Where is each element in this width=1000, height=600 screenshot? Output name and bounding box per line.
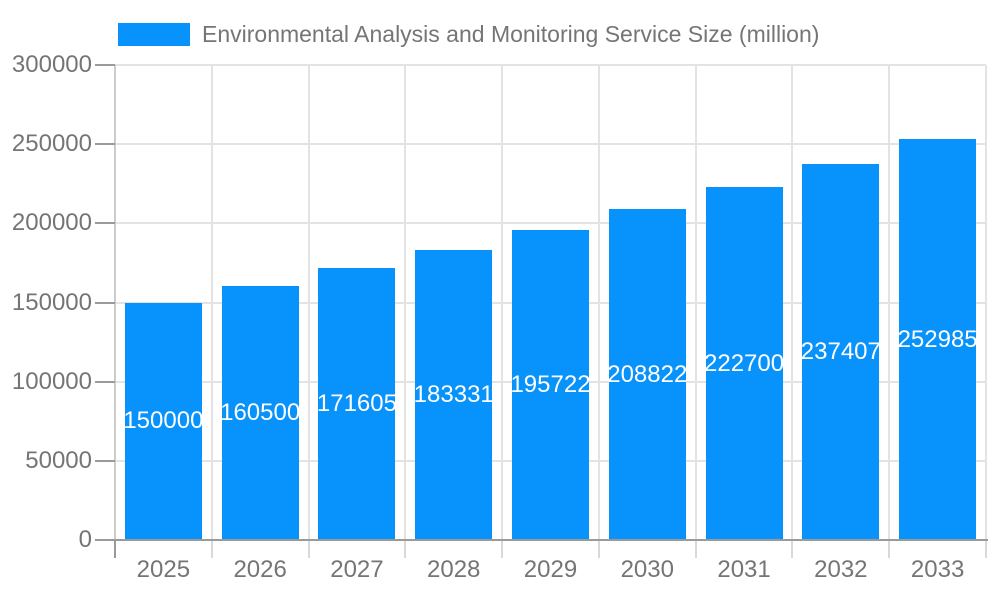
plot-area: 150000 160500 171605 183331 195722 208822 2227… [114, 64, 987, 540]
bar-value-label: 150000 [124, 407, 202, 435]
x-axis-tick [210, 541, 213, 558]
bar-2031[interactable]: 222700 [705, 187, 783, 540]
x-axis-label: 2033 [910, 556, 965, 583]
bar-2027[interactable]: 171605 [318, 268, 396, 540]
x-axis-tick [307, 541, 310, 558]
x-axis-label: 2029 [523, 556, 578, 583]
legend-label: Environmental Analysis and Monitoring Se… [202, 20, 820, 47]
y-axis-tick [95, 459, 115, 462]
y-axis-label: 100000 [11, 367, 92, 395]
v-gridline [985, 65, 987, 540]
y-axis-tick [95, 222, 115, 225]
bar-value-label: 208822 [608, 360, 686, 388]
bar-2025[interactable]: 150000 [124, 302, 202, 540]
y-axis-label: 250000 [11, 130, 92, 158]
x-axis-tick [694, 541, 697, 558]
x-axis-label: 2032 [814, 556, 868, 583]
bar-value-label: 160500 [221, 398, 299, 426]
x-axis-tick [501, 541, 504, 558]
x-axis-label: 2031 [717, 556, 771, 583]
bar-value-label: 222700 [705, 349, 783, 377]
x-axis-label: 2028 [427, 556, 481, 583]
v-gridline [501, 65, 504, 540]
bar-value-label: 171605 [318, 390, 396, 418]
x-axis-line [95, 539, 988, 541]
x-axis-tick [597, 541, 600, 558]
h-gridline [115, 64, 986, 66]
y-axis-label: 0 [78, 526, 92, 553]
y-axis-label: 200000 [11, 209, 92, 237]
bar-2029[interactable]: 195722 [512, 230, 589, 540]
legend: Environmental Analysis and Monitoring Se… [118, 21, 819, 47]
h-gridline [115, 222, 986, 225]
y-axis-tick [95, 380, 115, 383]
bar-2033[interactable]: 252985 [899, 139, 977, 540]
legend-swatch [118, 22, 190, 46]
y-axis-tick [95, 539, 115, 541]
x-axis-tick [114, 541, 116, 558]
bar-value-label: 252985 [899, 325, 977, 353]
v-gridline [791, 65, 794, 540]
v-gridline [307, 65, 310, 540]
y-axis-tick [95, 301, 115, 304]
bar-2026[interactable]: 160500 [221, 285, 299, 540]
x-axis-label: 2026 [233, 556, 287, 583]
x-axis-tick [888, 541, 891, 558]
x-axis-tick [404, 541, 407, 558]
x-axis-label: 2027 [330, 556, 384, 583]
x-axis-label: 2030 [620, 556, 674, 583]
bar-2032[interactable]: 237407 [802, 164, 880, 540]
bar-2030[interactable]: 208822 [608, 209, 686, 540]
bar-value-label: 183331 [415, 380, 493, 408]
v-gridline [210, 65, 213, 540]
v-gridline [888, 65, 891, 540]
y-axis-label: 50000 [25, 446, 92, 474]
y-axis-label: 150000 [11, 288, 92, 316]
h-gridline [115, 143, 986, 146]
bar-value-label: 195722 [512, 371, 589, 399]
y-axis-label: 300000 [11, 51, 92, 78]
v-gridline [694, 65, 697, 540]
y-axis-tick [95, 64, 115, 66]
bar-2028[interactable]: 183331 [415, 249, 493, 540]
x-axis-label: 2025 [136, 556, 191, 583]
v-gridline [114, 65, 116, 540]
x-axis-tick [791, 541, 794, 558]
x-axis-tick [985, 541, 987, 558]
v-gridline [404, 65, 407, 540]
v-gridline [597, 65, 600, 540]
y-axis-tick [95, 143, 115, 146]
bar-value-label: 237407 [802, 338, 880, 366]
